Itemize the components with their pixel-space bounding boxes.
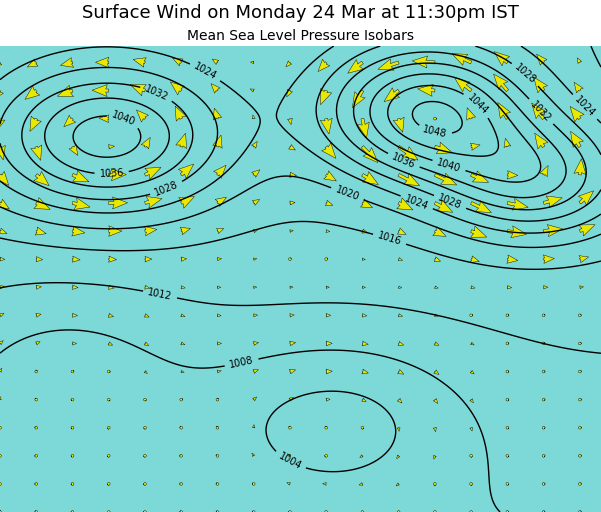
Text: 1024: 1024 [573, 95, 597, 119]
Text: 1032: 1032 [143, 83, 170, 102]
Text: 1036: 1036 [99, 168, 124, 179]
Text: 1048: 1048 [422, 124, 448, 140]
Text: 1032: 1032 [529, 99, 553, 124]
Text: 1024: 1024 [403, 193, 430, 211]
Text: 1040: 1040 [436, 157, 462, 174]
Text: 1036: 1036 [391, 152, 417, 170]
Text: 1008: 1008 [228, 355, 255, 370]
Text: 1028: 1028 [153, 180, 180, 198]
Text: 1040: 1040 [111, 110, 137, 128]
Text: 1028: 1028 [513, 62, 538, 86]
Text: 1016: 1016 [376, 231, 403, 247]
Text: 1012: 1012 [147, 287, 173, 302]
Text: Surface Wind on Monday 24 Mar at 11:30pm IST: Surface Wind on Monday 24 Mar at 11:30pm… [82, 4, 519, 22]
Text: 1024: 1024 [192, 61, 219, 82]
Text: 1044: 1044 [465, 93, 490, 117]
Text: 1020: 1020 [334, 185, 361, 203]
Text: Mean Sea Level Pressure Isobars: Mean Sea Level Pressure Isobars [187, 29, 414, 43]
Text: 1028: 1028 [437, 193, 463, 211]
Text: 1004: 1004 [277, 451, 303, 472]
